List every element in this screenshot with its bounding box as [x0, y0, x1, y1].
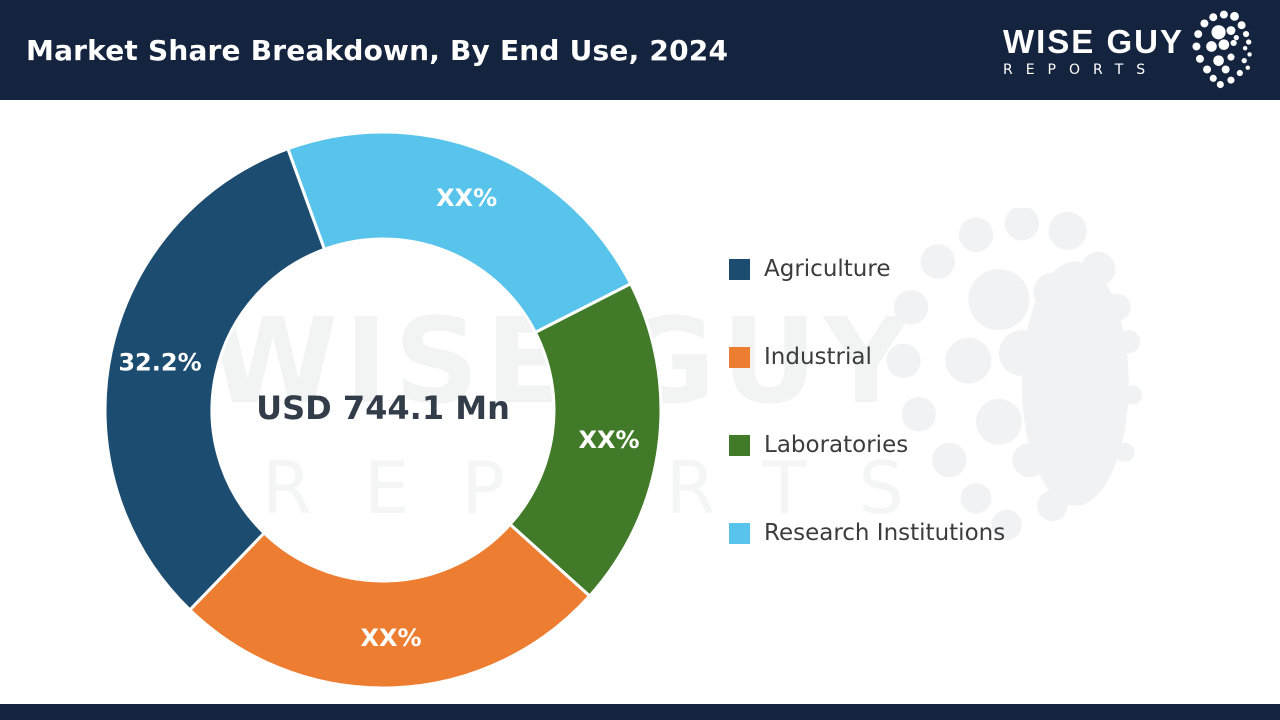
- slice-value-label-industrial: XX%: [360, 624, 421, 652]
- slice-value-label-laboratories: XX%: [578, 426, 639, 454]
- logo-head-icon: [1192, 10, 1252, 89]
- legend-swatch-industrial: [729, 346, 750, 368]
- logo-subtitle: REPORTS: [1002, 61, 1159, 78]
- page-title: Market Share Breakdown, By End Use, 2024: [26, 33, 729, 67]
- legend-swatch-research-institutions: [729, 522, 750, 544]
- watermark-head-graphic: [886, 208, 1143, 541]
- legend-swatch-agriculture: [729, 258, 750, 280]
- donut-chart-svg: 32.2% XX% XX% XX%: [103, 130, 663, 690]
- logo-text: WISE GUY REPORTS: [1003, 23, 1184, 78]
- donut-segment-agriculture: [103, 146, 327, 613]
- legend-item-laboratories: Laboratories: [729, 432, 1005, 458]
- donut-segment-industrial: [187, 522, 592, 690]
- legend-label-agriculture: Agriculture: [764, 256, 891, 282]
- wise-guy-logo: WISE GUY REPORTS: [1003, 10, 1254, 90]
- logo-title: WISE GUY: [1002, 22, 1184, 60]
- donut-segment-research-institutions: [285, 130, 633, 335]
- donut-center-value: USD 744.1 Mn: [256, 389, 510, 427]
- header-bar: Market Share Breakdown, By End Use, 2024…: [0, 0, 1280, 100]
- legend-item-industrial: Industrial: [729, 344, 1005, 370]
- legend-label-research-institutions: Research Institutions: [764, 520, 1006, 546]
- chart-legend: Agriculture Industrial Laboratories Rese…: [729, 256, 1005, 546]
- legend-label-industrial: Industrial: [764, 344, 872, 370]
- legend-item-agriculture: Agriculture: [729, 256, 1005, 282]
- legend-swatch-laboratories: [729, 434, 750, 456]
- slice-value-label-agriculture: 32.2%: [118, 349, 201, 377]
- legend-item-research-institutions: Research Institutions: [729, 520, 1005, 546]
- footer-bar: [0, 704, 1280, 720]
- slice-value-label-research-institutions: XX%: [436, 184, 497, 212]
- legend-label-laboratories: Laboratories: [764, 432, 909, 458]
- donut-segment-laboratories: [507, 281, 663, 599]
